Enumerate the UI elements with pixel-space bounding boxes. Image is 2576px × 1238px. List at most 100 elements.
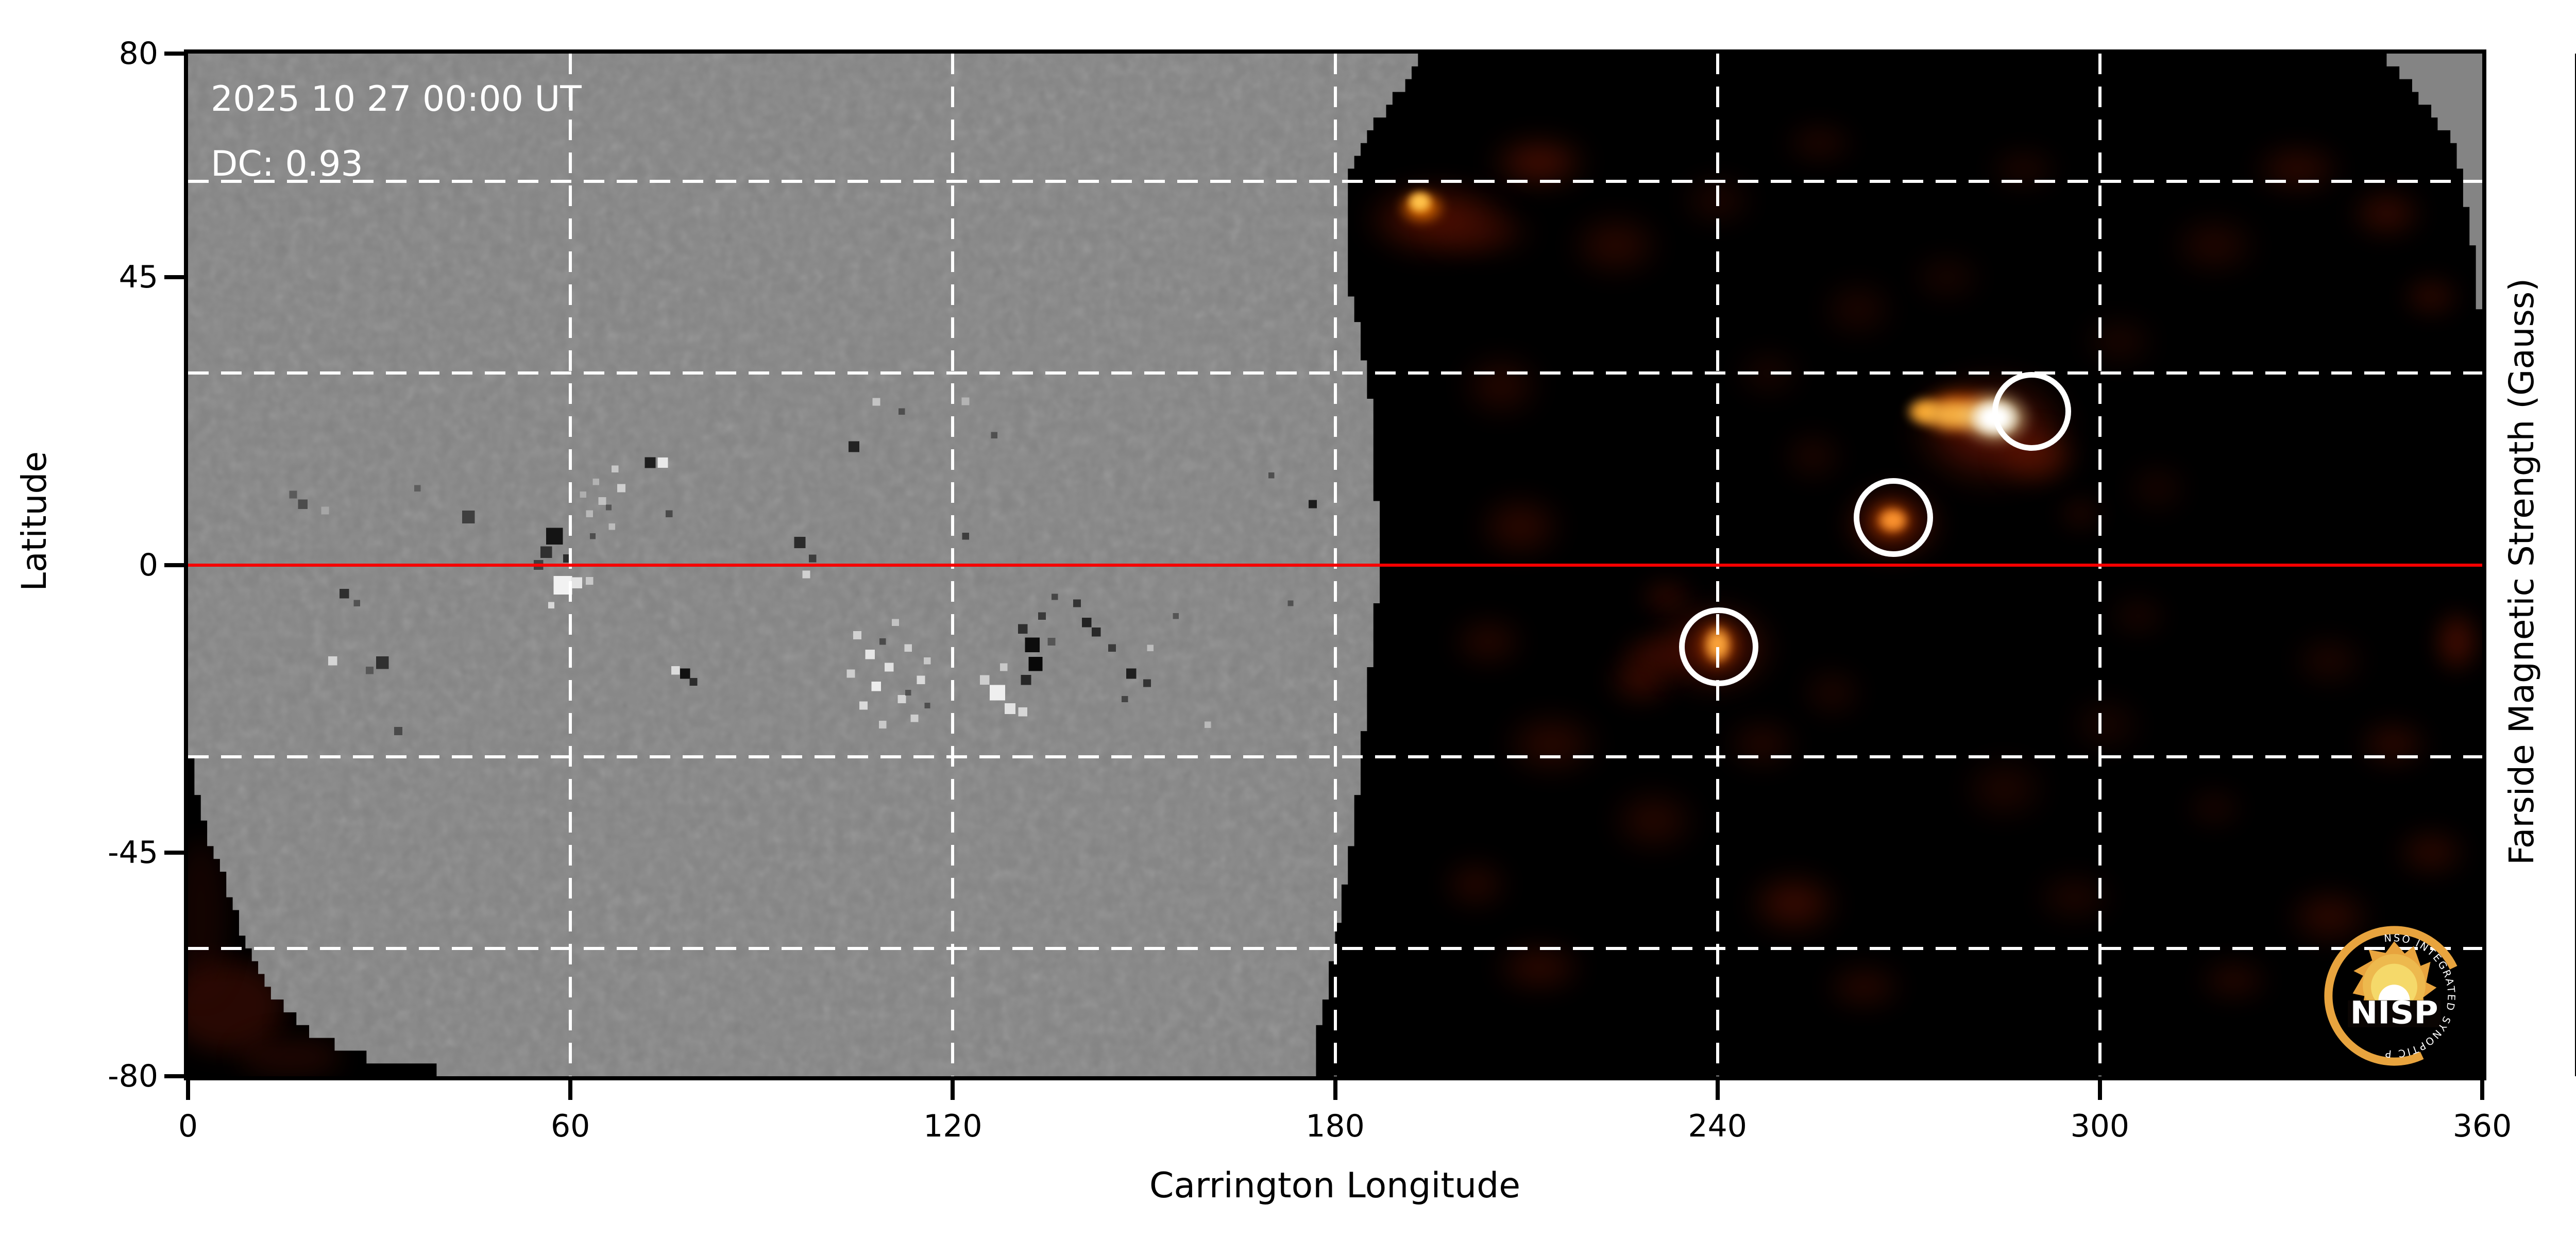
magnetogram-speckle [328,656,337,666]
farside-blob [1501,711,1603,776]
sunspot-speckles [289,397,1317,736]
farside-blob [1746,872,1842,936]
farside-blob [2080,315,2158,367]
magnetogram-speckle [991,432,997,438]
magnetogram-speckle [1173,613,1179,619]
magnetogram-speckle [884,663,894,672]
x-tick-180 [1333,1080,1337,1100]
magnetogram-speckle [999,663,1008,671]
farside-blob [1819,280,1896,338]
active-region-circle [1854,478,1933,557]
x-tick-60 [568,1080,573,1100]
magnetogram-speckle [904,644,912,652]
magnetogram-speckle [546,528,563,545]
x-tick-360 [2480,1080,2484,1100]
logo-wordmark: NISP [2350,995,2438,1031]
magnetogram-speckle [540,546,552,558]
y-tick-label-80: 80 [118,36,158,72]
magnetogram-speckle [617,484,626,493]
farside-blob [2249,143,2346,194]
mask-glow [188,961,284,1051]
magnetogram-speckle [865,649,875,659]
farside-blob [2170,216,2260,275]
magnetogram-speckle [608,523,615,530]
active-region-circle [1679,607,1758,686]
farside-blob [1440,859,1511,910]
magnetogram-speckle [892,619,899,626]
farside-blob [1985,146,2062,191]
magnetogram-speckle [1047,637,1056,646]
magnetogram-speckle [353,600,360,607]
magnetogram-speckle [1018,707,1028,717]
magnetogram-speckle [671,666,680,675]
magnetogram-speckle [548,602,555,608]
farside-blob [1405,189,1434,215]
x-tick-label-0: 0 [178,1108,198,1144]
magnetogram-speckle [910,714,919,722]
gridline-lat-30 [188,371,2482,375]
magnetogram-speckle [666,510,673,518]
magnetogram-speckle [680,668,690,679]
magnetogram-speckle [1091,628,1101,637]
magnetogram-speckle [689,678,698,686]
overlay-dc: DC: 0.93 [211,143,363,184]
magnetogram-speckle [1122,696,1128,703]
magnetogram-speckle [394,726,403,736]
equator-line [188,563,2482,567]
y-tick--80 [164,1074,184,1078]
x-tick-label-240: 240 [1688,1108,1747,1144]
farside-blob [2348,188,2425,239]
farside-blob [1822,964,1906,1009]
magnetogram-speckle [571,577,583,588]
y-tick-label-0: 0 [138,547,158,583]
farside-blob [1459,354,1543,418]
x-tick-label-180: 180 [1306,1108,1365,1144]
farside-blob [2291,635,2368,687]
logo-ring [2324,926,2464,1066]
gridline-lat-60 [188,180,2482,183]
magnetogram-speckle [366,666,374,674]
magnetogram-speckle [872,398,880,406]
x-tick-0 [186,1080,190,1100]
magnetogram-speckle [917,675,925,684]
colorbar-farside [2575,54,2576,1076]
farside-blob [2032,872,2116,923]
y-tick-label-45: 45 [118,259,158,296]
farside-blob [2067,696,2145,754]
bottom-left-mask-glow [188,839,341,1076]
y-tick-0 [164,563,184,567]
x-tick-300 [2097,1080,2102,1100]
logo-band [2348,1000,2441,1027]
farside-blob [1491,942,1587,993]
gridline-lat--30 [188,755,2482,758]
magnetogram-speckle [1147,645,1154,651]
farside-blob [1724,718,1801,770]
magnetogram-speckle [1038,612,1046,620]
magnetogram-speckle [1268,472,1275,479]
top-right-data-mask [2386,54,2482,386]
farside-blob [1908,251,1986,303]
x-tick-240 [1715,1080,1720,1100]
magnetogram-speckle [339,589,349,599]
magnetogram-speckle [1021,674,1031,685]
x-tick-label-60: 60 [550,1108,590,1144]
magnetogram-speckle [990,685,1005,701]
magnetogram-speckle [899,408,905,415]
date-overlay: 2025 10 27 00:00 UT DC: 0.93 [211,67,582,197]
farside-blob [1781,430,1845,482]
farside-blob [1609,788,1699,853]
magnetogram-speckle [961,397,970,405]
x-tick-label-300: 300 [2070,1108,2130,1144]
magnetogram-speckle [376,656,389,669]
magnetogram-speckle [1081,617,1092,628]
farside-blob [2106,593,2170,639]
magnetogram-speckle [414,485,421,491]
farside-blob [1567,213,1664,278]
farside-blob [1781,121,1858,166]
magnetogram-speckle [1204,721,1211,728]
overlay-date: 2025 10 27 00:00 UT [211,79,582,120]
farside-blob [1475,495,1565,559]
farside-blob [2125,463,2189,514]
magnetogram-speckle [808,554,817,563]
y-tick-label--45: -45 [108,834,158,871]
